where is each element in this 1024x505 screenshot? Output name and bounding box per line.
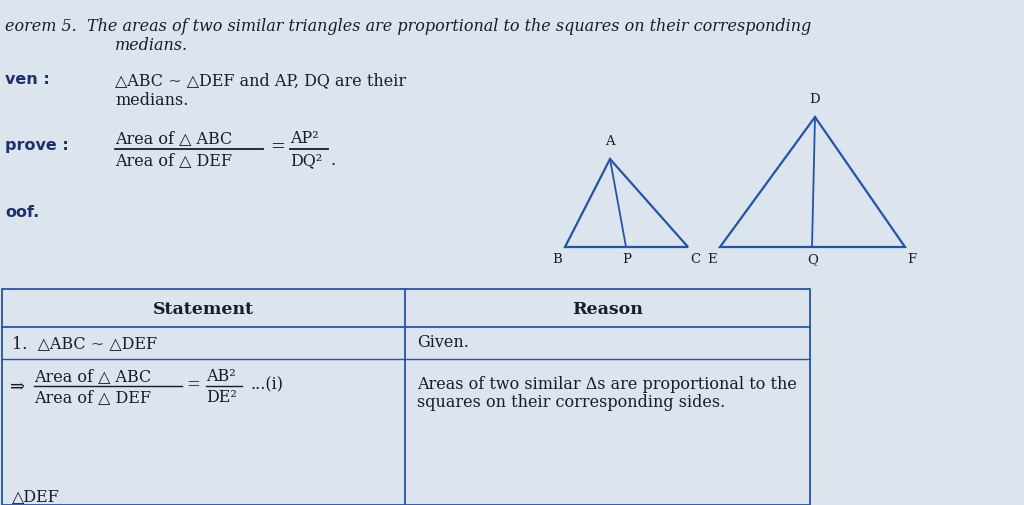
Text: F: F [907,252,916,266]
Text: medians.: medians. [115,92,188,109]
Text: ⇒: ⇒ [10,377,26,395]
Text: squares on their corresponding sides.: squares on their corresponding sides. [417,393,725,410]
Text: DE²: DE² [206,388,237,405]
Text: =: = [186,375,200,392]
Text: oof.: oof. [5,205,39,220]
Text: Q: Q [808,252,818,266]
Text: Reason: Reason [572,300,643,317]
Text: Statement: Statement [153,300,254,317]
Text: Area of △ ABC: Area of △ ABC [34,367,152,384]
Text: B: B [552,252,562,266]
Text: ...(i): ...(i) [250,375,283,392]
Text: C: C [690,252,700,266]
Text: ven :: ven : [5,72,50,87]
Text: medians.: medians. [115,37,188,54]
Text: =: = [270,138,285,156]
Text: Areas of two similar Δs are proportional to the: Areas of two similar Δs are proportional… [417,375,797,392]
Text: .: . [330,152,335,169]
Text: P: P [623,252,632,266]
Text: eorem 5.  The areas of two similar triangles are proportional to the squares on : eorem 5. The areas of two similar triang… [5,18,811,35]
Text: Area of △ ABC: Area of △ ABC [115,130,232,147]
Text: AB²: AB² [206,367,236,384]
Text: Given.: Given. [417,333,469,350]
Text: DQ²: DQ² [290,152,323,169]
Text: AP²: AP² [290,130,318,147]
Text: △DEF: △DEF [12,487,59,504]
Text: A: A [605,135,614,147]
Text: D: D [810,93,820,106]
Text: 1.  △ABC ~ △DEF: 1. △ABC ~ △DEF [12,335,157,352]
Text: prove :: prove : [5,138,69,153]
Text: Area of △ DEF: Area of △ DEF [34,388,151,405]
Text: △ABC ~ △DEF and AP, DQ are their: △ABC ~ △DEF and AP, DQ are their [115,72,407,89]
Text: Area of △ DEF: Area of △ DEF [115,152,232,169]
Text: E: E [708,252,717,266]
